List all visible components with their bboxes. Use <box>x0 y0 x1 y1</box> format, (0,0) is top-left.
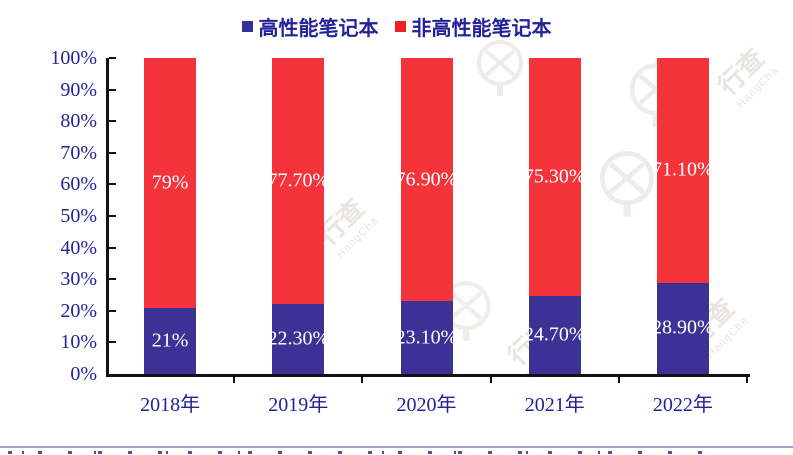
bar-segment-non-high: 71.10% <box>652 58 714 283</box>
bar-2021年: 24.70% 75.30% <box>524 58 586 374</box>
bar-segment-non-high: 75.30% <box>524 58 586 296</box>
bar-value-label: 79% <box>151 171 189 194</box>
bar-value-label: 21% <box>151 329 189 352</box>
y-tick-label: 90% <box>60 78 97 101</box>
legend-swatch-blue <box>241 20 253 32</box>
y-axis-tick <box>109 246 116 249</box>
bar-segment-high: 24.70% <box>524 295 586 374</box>
y-tick-label: 50% <box>60 205 97 227</box>
y-tick-label: 30% <box>60 268 97 291</box>
bar-2022年: 28.90% 71.10% <box>652 58 714 374</box>
legend-swatch-red <box>394 20 406 32</box>
legend-item-non-high-performance: 非高性能笔记本 <box>394 12 552 41</box>
y-tick-label: 10% <box>60 331 97 354</box>
bar-2020年: 23.10% 76.90% <box>396 58 457 374</box>
legend-item-high-performance: 高性能笔记本 <box>241 12 379 41</box>
x-tick-label: 2019年 <box>268 394 329 416</box>
x-tick-label: 2021年 <box>524 394 585 416</box>
y-tick-label: 20% <box>60 299 97 322</box>
bar-segment-high: 21% <box>144 307 197 374</box>
bar-value-label: 77.70% <box>267 169 330 192</box>
y-tick-label: 70% <box>60 141 97 164</box>
y-tick-label: 40% <box>60 236 97 259</box>
y-axis-tick <box>109 341 116 344</box>
y-axis-tick <box>109 57 116 59</box>
plot-area: 0% 10% 20% 30% 40% 50% 60% 70% 80% 90% 100% 21% 79%… <box>50 47 750 416</box>
bar-value-label: 28.90% <box>652 316 714 339</box>
bar-value-label: 71.10% <box>652 158 714 181</box>
y-tick-label: 0% <box>70 363 97 385</box>
cutoff-text-fragments <box>8 451 708 454</box>
y-axis <box>106 58 109 374</box>
y-axis-tick <box>109 151 116 154</box>
x-axis-tick <box>361 377 364 383</box>
legend-label: 非高性能笔记本 <box>411 17 552 40</box>
y-tick-label: 60% <box>60 173 97 196</box>
bar-segment-high: 22.30% <box>267 303 329 374</box>
y-axis-tick <box>109 309 116 312</box>
x-tick-label: 2018年 <box>140 394 201 416</box>
x-tick-label: 2020年 <box>396 394 457 416</box>
y-axis-tick <box>109 278 116 281</box>
x-axis-tick <box>617 377 620 383</box>
bar-segment-high: 28.90% <box>652 282 714 374</box>
bar-value-label: 22.30% <box>267 327 330 350</box>
y-tick-label: 100% <box>50 47 97 69</box>
y-axis-tick <box>109 215 116 217</box>
x-axis-tick <box>233 377 236 383</box>
legend: 高性能笔记本 非高性能笔记本 <box>0 12 793 40</box>
y-axis-tick <box>109 88 116 91</box>
bar-segment-high: 23.10% <box>396 301 457 374</box>
bar-segment-non-high: 79% <box>144 58 197 308</box>
bar-2019年: 22.30% 77.70% <box>267 58 329 374</box>
bottom-divider <box>0 446 793 448</box>
bar-segment-non-high: 77.70% <box>267 58 329 304</box>
x-axis-tick <box>489 377 492 383</box>
bar-segment-non-high: 76.90% <box>396 58 457 302</box>
bar-value-label: 76.90% <box>395 168 458 191</box>
bar-value-label: 24.70% <box>523 323 586 346</box>
y-tick-label: 80% <box>60 110 97 133</box>
legend-label: 高性能笔记本 <box>258 17 379 40</box>
y-axis-tick <box>109 120 116 123</box>
y-axis-tick <box>109 183 116 186</box>
x-axis-tick <box>746 377 748 383</box>
bar-2018年: 21% 79% <box>144 58 197 374</box>
x-tick-label: 2022年 <box>652 394 713 416</box>
x-axis <box>106 374 750 377</box>
bar-value-label: 23.10% <box>395 326 458 348</box>
bar-value-label: 75.30% <box>523 165 586 188</box>
